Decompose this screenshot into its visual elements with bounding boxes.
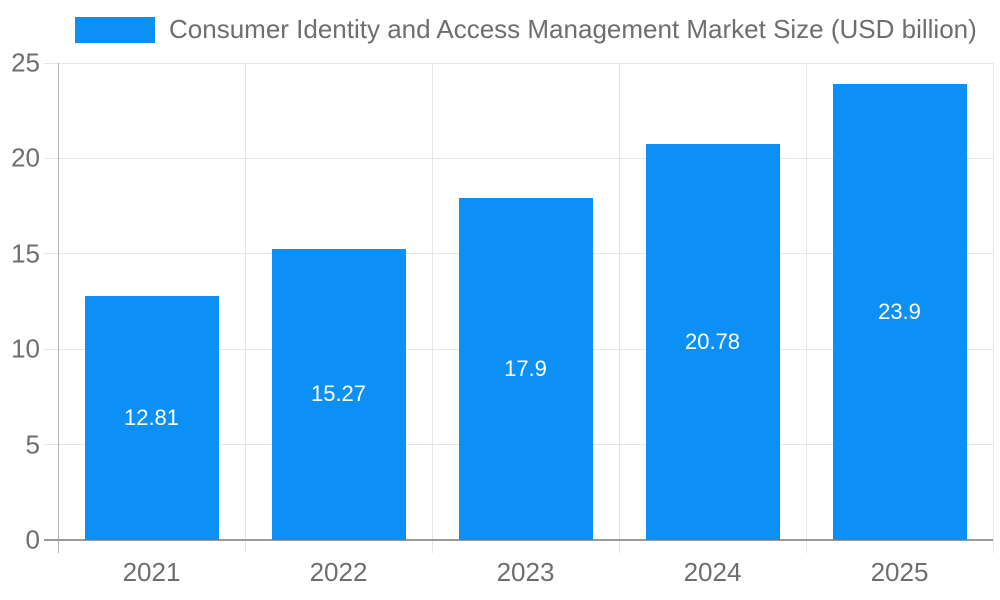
- y-axis-line: [57, 63, 59, 553]
- bar-2021[interactable]: 12.81: [84, 295, 219, 540]
- y-axis-tick-label: 0: [25, 524, 40, 555]
- y-axis-tick-label: 20: [11, 142, 40, 173]
- x-gridline: [618, 63, 620, 553]
- x-axis-tick-label: 2022: [309, 557, 368, 587]
- bar-2023[interactable]: 17.9: [458, 198, 593, 540]
- x-gridline: [244, 63, 246, 553]
- y-gridline: [44, 157, 993, 159]
- y-axis-tick-label: 15: [11, 238, 40, 269]
- y-gridline: [44, 62, 993, 64]
- x-axis-tick-label: 2021: [122, 557, 181, 587]
- x-axis-line: [44, 539, 993, 541]
- legend-swatch-icon: [75, 16, 155, 43]
- y-axis-tick-label: 25: [11, 47, 40, 78]
- legend-label: Consumer Identity and Access Management …: [169, 14, 977, 44]
- x-gridline: [431, 63, 433, 553]
- bar-value-label: 17.9: [504, 356, 547, 382]
- bar-value-label: 23.9: [878, 298, 921, 324]
- y-axis-tick-label: 5: [25, 429, 40, 460]
- bar-2022[interactable]: 15.27: [271, 248, 406, 540]
- y-axis-tick-label: 10: [11, 333, 40, 364]
- x-axis-tick-label: 2024: [683, 557, 742, 587]
- x-gridline: [805, 63, 807, 553]
- bar-value-label: 20.78: [684, 328, 741, 354]
- x-gridline: [992, 63, 994, 553]
- bar-value-label: 15.27: [310, 381, 367, 407]
- bar-2024[interactable]: 20.78: [645, 143, 780, 540]
- x-axis-tick-label: 2023: [496, 557, 555, 587]
- bar-2025[interactable]: 23.9: [832, 83, 967, 540]
- bar-value-label: 12.81: [123, 404, 180, 430]
- x-axis-tick-label: 2025: [870, 557, 929, 587]
- chart-legend[interactable]: Consumer Identity and Access Management …: [75, 14, 977, 45]
